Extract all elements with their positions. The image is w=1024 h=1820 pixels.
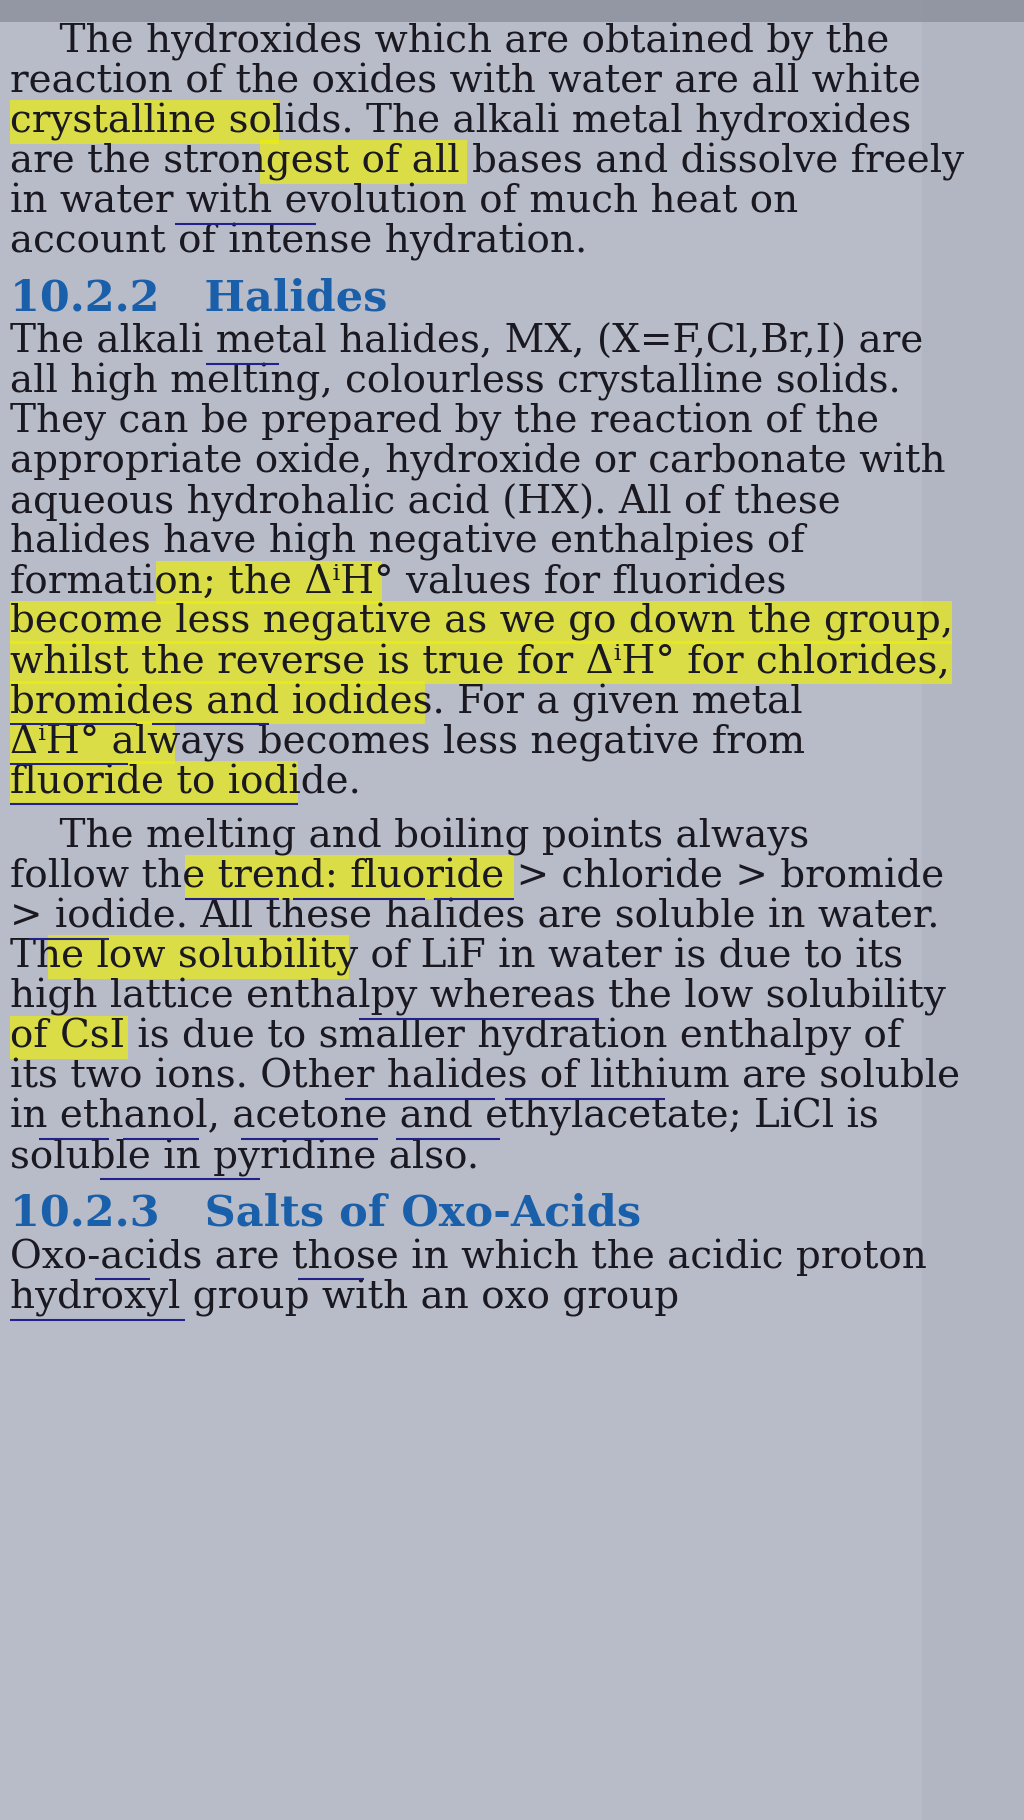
FancyBboxPatch shape: [10, 721, 175, 764]
Text: The melting and boiling points always: The melting and boiling points always: [10, 819, 810, 855]
Text: of CsI is due to smaller hydration enthalpy of: of CsI is due to smaller hydration entha…: [10, 1019, 901, 1056]
FancyBboxPatch shape: [10, 100, 279, 144]
Text: The alkali metal halides, MX, (X=F,Cl,Br,I) are: The alkali metal halides, MX, (X=F,Cl,Br…: [10, 324, 924, 360]
Bar: [922, 0, 1024, 1820]
Text: halides have high negative enthalpies of: halides have high negative enthalpies of: [10, 524, 805, 561]
Text: soluble in pyridine also.: soluble in pyridine also.: [10, 1139, 479, 1176]
Text: 10.2.3   Salts of Oxo-Acids: 10.2.3 Salts of Oxo-Acids: [10, 1192, 641, 1236]
Text: its two ions. Other halides of lithium are soluble: its two ions. Other halides of lithium a…: [10, 1059, 961, 1096]
Text: They can be prepared by the reaction of the: They can be prepared by the reaction of …: [10, 404, 880, 440]
Bar: [0, 0, 1024, 22]
Text: crystalline solids. The alkali metal hydroxides: crystalline solids. The alkali metal hyd…: [10, 104, 911, 140]
Text: 10.2.2   Halides: 10.2.2 Halides: [10, 277, 388, 320]
Text: become less negative as we go down the group,: become less negative as we go down the g…: [10, 604, 953, 641]
FancyBboxPatch shape: [48, 935, 349, 979]
Text: reaction of the oxides with water are all white: reaction of the oxides with water are al…: [10, 64, 922, 100]
Text: in ethanol, acetone and ethylacetate; LiCl is: in ethanol, acetone and ethylacetate; Li…: [10, 1099, 879, 1136]
Text: high lattice enthalpy whereas the low solubility: high lattice enthalpy whereas the low so…: [10, 979, 946, 1016]
FancyBboxPatch shape: [184, 855, 514, 899]
FancyBboxPatch shape: [10, 681, 425, 724]
Text: whilst the reverse is true for ΔⁱH° for chlorides,: whilst the reverse is true for ΔⁱH° for …: [10, 644, 950, 681]
FancyBboxPatch shape: [260, 140, 467, 184]
Text: in water with evolution of much heat on: in water with evolution of much heat on: [10, 184, 799, 220]
Text: fluoride to iodide.: fluoride to iodide.: [10, 764, 361, 801]
Text: appropriate oxide, hydroxide or carbonate with: appropriate oxide, hydroxide or carbonat…: [10, 444, 946, 480]
Text: formation; the ΔⁱH° values for fluorides: formation; the ΔⁱH° values for fluorides: [10, 564, 786, 601]
Text: The low solubility of LiF in water is due to its: The low solubility of LiF in water is du…: [10, 939, 903, 976]
Text: bromides and iodides. For a given metal: bromides and iodides. For a given metal: [10, 684, 803, 721]
Text: ΔⁱH° always becomes less negative from: ΔⁱH° always becomes less negative from: [10, 724, 805, 761]
Text: account of intense hydration.: account of intense hydration.: [10, 224, 588, 260]
FancyBboxPatch shape: [10, 641, 952, 684]
FancyBboxPatch shape: [10, 1016, 128, 1059]
Text: > iodide. All these halides are soluble in water.: > iodide. All these halides are soluble …: [10, 899, 940, 935]
FancyBboxPatch shape: [10, 761, 298, 804]
Text: The hydroxides which are obtained by the: The hydroxides which are obtained by the: [10, 24, 890, 60]
Text: hydroxyl group with an oxo group: hydroxyl group with an oxo group: [10, 1279, 679, 1316]
Text: all high melting, colourless crystalline solids.: all high melting, colourless crystalline…: [10, 364, 901, 400]
Text: are the strongest of all bases and dissolve freely: are the strongest of all bases and disso…: [10, 144, 965, 180]
FancyBboxPatch shape: [10, 601, 952, 644]
Text: Oxo-acids are those in which the acidic proton: Oxo-acids are those in which the acidic …: [10, 1239, 927, 1276]
FancyBboxPatch shape: [157, 561, 382, 604]
Text: follow the trend: fluoride > chloride > bromide: follow the trend: fluoride > chloride > …: [10, 859, 944, 895]
Text: aqueous hydrohalic acid (HX). All of these: aqueous hydrohalic acid (HX). All of the…: [10, 482, 841, 522]
